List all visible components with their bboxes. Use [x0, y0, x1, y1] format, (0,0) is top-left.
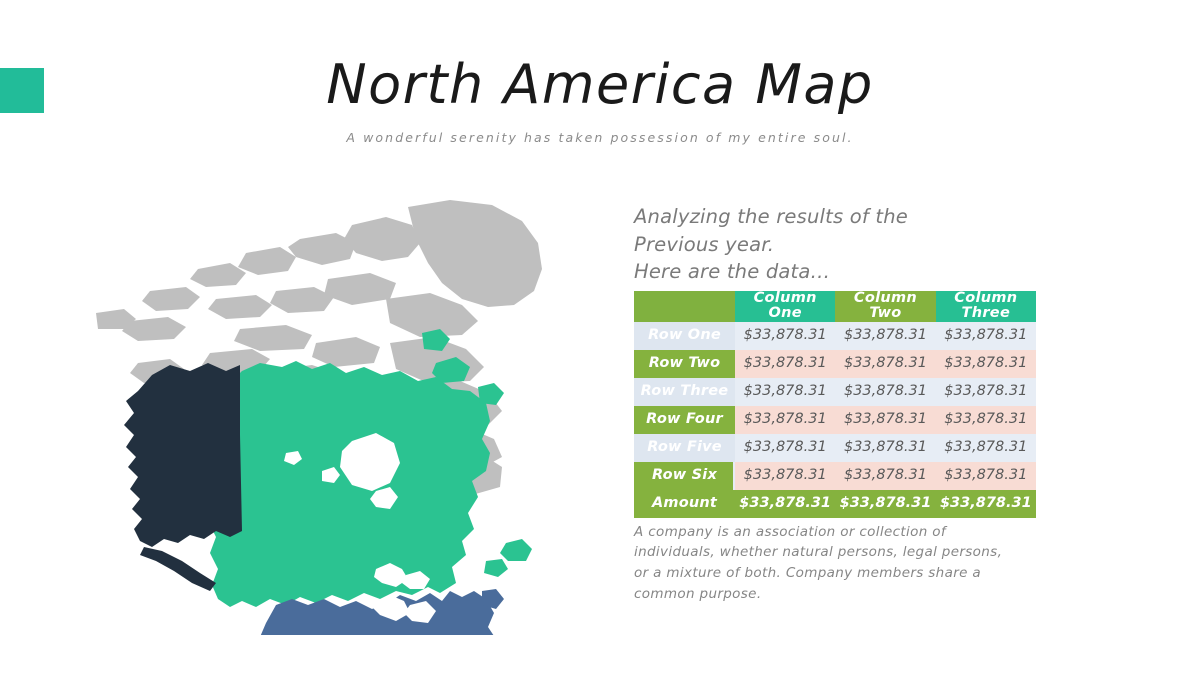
- row-value: $33,878.31: [735, 349, 836, 378]
- row-value: $33,878.31: [735, 377, 836, 406]
- data-table: Column One Column Two Column Three Row O…: [634, 290, 1036, 518]
- table-total-row: Amount $33,878.31 $33,878.31 $33,878.31: [634, 489, 1036, 518]
- page-title: North America Map: [326, 53, 874, 116]
- row-label: Row Two: [634, 349, 736, 378]
- table-header-column-one: Column One: [735, 290, 836, 322]
- total-value: $33,878.31: [835, 489, 936, 518]
- map-region-canada: [202, 329, 532, 607]
- row-value: $33,878.31: [835, 405, 936, 434]
- row-value: $33,878.31: [935, 433, 1036, 462]
- table-row: Row Three $33,878.31 $33,878.31 $33,878.…: [634, 377, 1036, 406]
- page-subtitle: A wonderful serenity has taken possessio…: [346, 130, 854, 145]
- row-value: $33,878.31: [935, 461, 1036, 490]
- row-value: $33,878.31: [935, 405, 1036, 434]
- row-value: $33,878.31: [735, 405, 836, 434]
- accent-square: [0, 68, 44, 113]
- table-row: Row Five $33,878.31 $33,878.31 $33,878.3…: [634, 433, 1036, 462]
- row-value: $33,878.31: [835, 377, 936, 406]
- row-value: $33,878.31: [835, 321, 936, 350]
- north-america-map: [90, 195, 610, 635]
- table-row: Row Two $33,878.31 $33,878.31 $33,878.31: [634, 349, 1036, 378]
- table-header-blank: [634, 291, 736, 322]
- map-region-united-states: [260, 589, 504, 635]
- table-row: Row One $33,878.31 $33,878.31 $33,878.31: [634, 321, 1036, 350]
- row-label: Row One: [634, 321, 736, 350]
- map-svg: [96, 200, 542, 635]
- table-header-column-two: Column Two: [835, 290, 936, 322]
- row-value: $33,878.31: [835, 349, 936, 378]
- row-value: $33,878.31: [735, 461, 836, 490]
- row-value: $33,878.31: [735, 433, 836, 462]
- body-paragraph: A company is an association or collectio…: [634, 523, 1003, 603]
- table-header-row: Column One Column Two Column Three: [634, 290, 1036, 322]
- row-label: Row Four: [634, 405, 736, 434]
- table-row: Row Four $33,878.31 $33,878.31 $33,878.3…: [634, 405, 1036, 434]
- table-row: Row Six $33,878.31 $33,878.31 $33,878.31: [634, 461, 1036, 490]
- row-label: Row Six: [634, 461, 736, 490]
- row-value: $33,878.31: [935, 349, 1036, 378]
- row-value: $33,878.31: [935, 321, 1036, 350]
- row-label: Row Five: [634, 433, 736, 462]
- row-value: $33,878.31: [835, 433, 936, 462]
- total-value: $33,878.31: [735, 489, 836, 518]
- map-region-alaska: [124, 363, 242, 591]
- row-label: Row Three: [634, 377, 736, 406]
- total-label: Amount: [634, 489, 736, 518]
- row-value: $33,878.31: [735, 321, 836, 350]
- intro-text: Analyzing the results of the Previous ye…: [634, 205, 908, 284]
- content-panel: Analyzing the results of the Previous ye…: [634, 203, 1036, 605]
- table-header-column-three: Column Three: [935, 290, 1036, 322]
- total-value: $33,878.31: [935, 489, 1036, 518]
- row-value: $33,878.31: [835, 461, 936, 490]
- row-value: $33,878.31: [935, 377, 1036, 406]
